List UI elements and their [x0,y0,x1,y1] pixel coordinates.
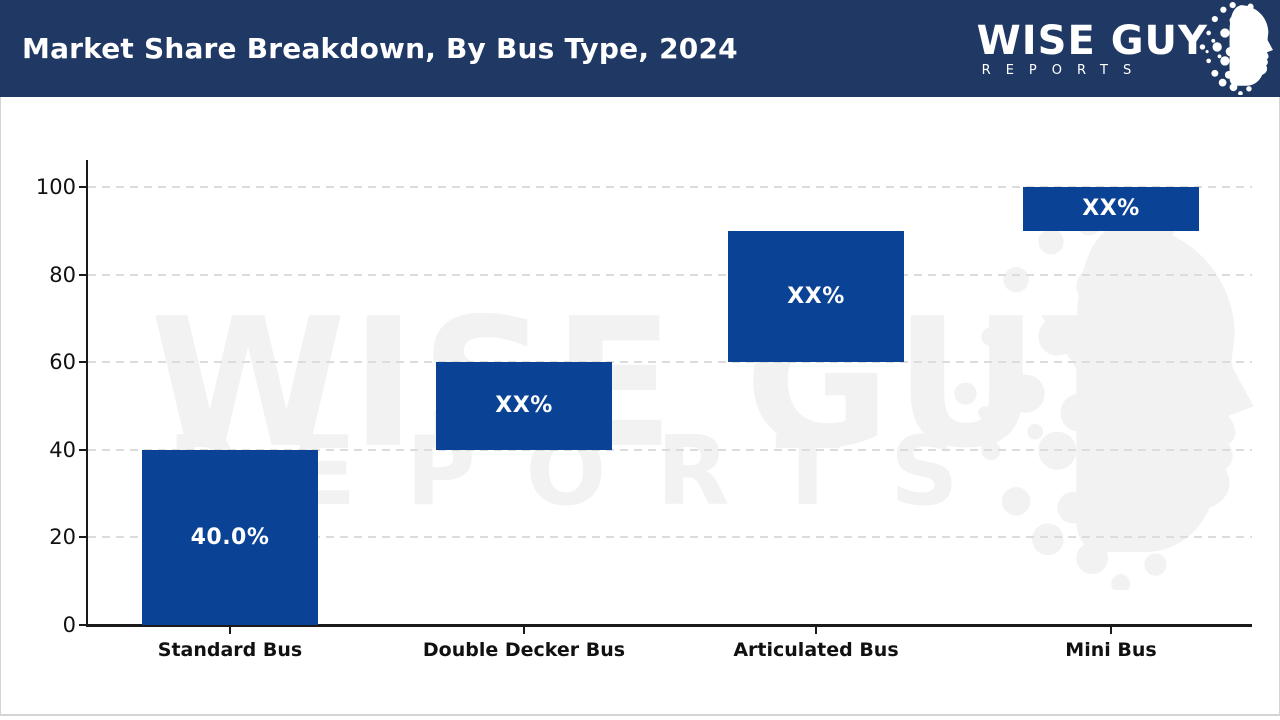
bar: 40.0% [142,449,318,625]
watermark-text-1: WISE GUY [150,280,1176,487]
gridline [88,361,1252,364]
gridline [88,448,1252,451]
y-axis-label: 20 [49,525,76,550]
bar-label: 40.0% [190,524,270,550]
x-axis-tick [1110,627,1112,634]
brand-name: WISE GUY [976,17,1208,64]
brand-wordmark: WISE GUY REPORTS [977,21,1208,77]
y-axis-tick [79,361,88,364]
bar-label: XX% [1082,196,1140,222]
y-axis-label: 40 [49,437,76,462]
x-axis-tick [815,627,817,634]
gridline [88,186,1252,188]
category-label: Mini Bus [1065,639,1157,661]
y-axis-label: 60 [49,350,76,375]
y-axis-tick [79,186,88,188]
brand-head-icon [1199,2,1273,95]
x-axis-tick [523,627,525,634]
gridline [88,273,1252,276]
gridline [88,536,1252,539]
y-axis-label: 100 [35,175,76,199]
brand-subtext: REPORTS [981,62,1147,78]
bar: XX% [436,362,612,450]
y-axis-label: 80 [49,262,76,287]
bar: XX% [728,230,904,363]
y-axis-tick [79,448,88,451]
bar-label: XX% [787,283,845,309]
brand-logo: WISE GUY REPORTS [977,2,1274,95]
category-label: Articulated Bus [733,639,899,661]
x-axis-tick [229,627,231,634]
bar-label: XX% [495,393,553,419]
y-axis-tick [79,624,88,626]
header: Market Share Breakdown, By Bus Type, 202… [0,0,1280,97]
y-axis-tick [79,536,88,539]
page-title: Market Share Breakdown, By Bus Type, 202… [22,32,738,65]
category-label: Standard Bus [157,639,303,661]
y-axis-line [86,160,88,625]
x-axis-line [86,624,1252,627]
y-axis-tick [79,273,88,276]
y-axis-label: 0 [62,613,76,637]
bar: XX% [1023,187,1199,231]
category-label: Double Decker Bus [422,639,626,661]
